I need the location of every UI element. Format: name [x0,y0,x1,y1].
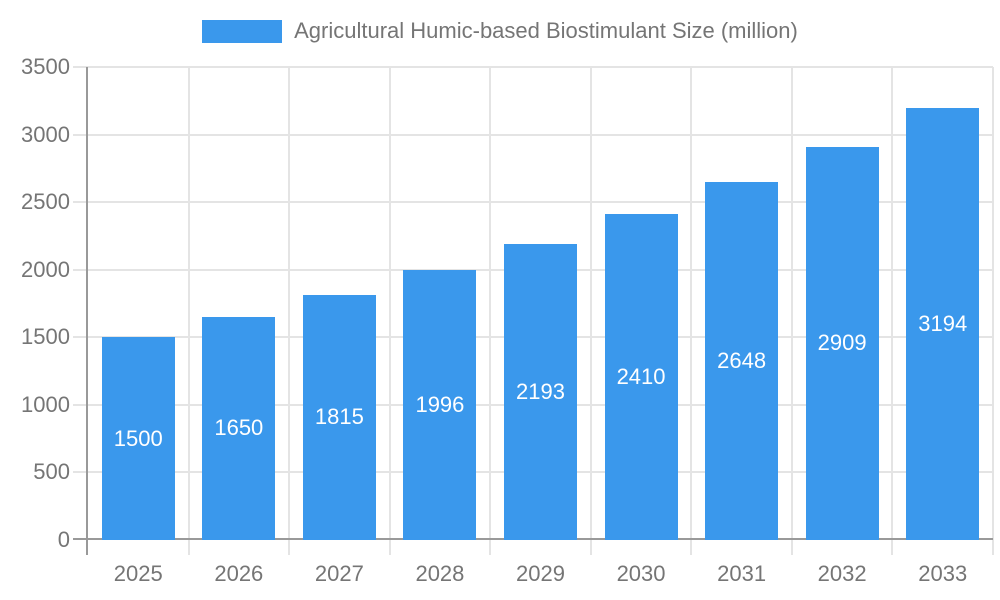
x-tick-label: 2032 [817,561,867,586]
bar-value-label: 1815 [314,404,364,430]
gridline-vertical [891,67,894,540]
y-axis-tick [73,336,88,339]
bar: 1996 [403,270,477,540]
legend-item[interactable]: Agricultural Humic-based Biostimulant Si… [202,18,798,44]
gridline-vertical [790,67,793,540]
gridline-vertical [187,67,190,540]
y-axis-tick [73,471,88,474]
plot-area: 0 500 1000 1500 2000 2500 3000 3500 2025 2026 2027… [21,54,994,586]
x-tick-label: 2030 [616,561,666,586]
legend-label: Agricultural Humic-based Biostimulant Si… [294,18,798,43]
y-axis-tick [73,66,88,68]
y-axis-tick [73,403,88,406]
legend-swatch [202,19,283,43]
x-axis-tick [288,540,291,555]
y-tick-label: 3500 [21,54,70,79]
gridline-horizontal [88,133,993,136]
x-axis-tick [690,540,693,555]
bar-value-label: 2193 [516,378,565,404]
y-tick-label: 2000 [21,256,70,282]
bar-value-label: 2648 [717,348,767,374]
y-tick-label: 1500 [21,324,70,350]
y-tick-label: 1000 [21,391,70,417]
y-tick-label: 0 [57,527,70,552]
x-tick-label: 2027 [314,561,364,586]
x-axis-tick [790,540,793,555]
bar-value-label: 2410 [616,364,666,390]
bar-value-label: 3194 [918,311,968,337]
gridline-vertical [589,67,592,540]
x-axis-tick [187,540,190,555]
chart-legend: Agricultural Humic-based Biostimulant Si… [0,17,1000,45]
x-tick-label: 2031 [717,561,767,586]
y-tick-label: 2500 [21,189,70,215]
bar: 2193 [504,243,577,540]
gridline-horizontal [88,201,993,204]
x-axis-tick [489,540,492,555]
gridline-vertical [992,67,994,540]
y-tick-label: 500 [33,459,70,485]
bar: 1650 [202,317,276,540]
y-axis-tick [73,133,88,136]
bar: 3194 [906,108,980,540]
x-tick-label: 2026 [214,561,264,586]
y-tick-label: 3000 [21,121,70,147]
bar-value-label: 1650 [214,415,264,441]
x-axis-tick [589,540,592,555]
bar: 2909 [805,146,879,540]
y-axis-tick [73,268,88,271]
gridline-vertical [388,67,391,540]
gridline-vertical [288,67,291,540]
gridline-horizontal [88,66,993,68]
bar: 2648 [705,182,779,540]
bar: 1815 [302,294,376,540]
y-axis-line [86,67,88,555]
x-tick-label: 2028 [415,561,465,586]
bar-value-label: 1500 [113,425,163,451]
gridline-vertical [690,67,693,540]
bar: 1500 [101,337,175,540]
x-axis-tick [992,540,994,555]
x-tick-label: 2033 [918,561,968,586]
x-tick-label: 2025 [113,561,163,586]
bar: 2410 [604,214,678,540]
bar-value-label: 1996 [415,392,465,418]
bar-value-label: 2909 [817,330,867,356]
x-tick-label: 2029 [516,561,565,586]
x-axis-tick [388,540,391,555]
x-axis-tick [891,540,894,555]
gridline-vertical [489,67,492,540]
y-axis-tick [73,201,88,204]
